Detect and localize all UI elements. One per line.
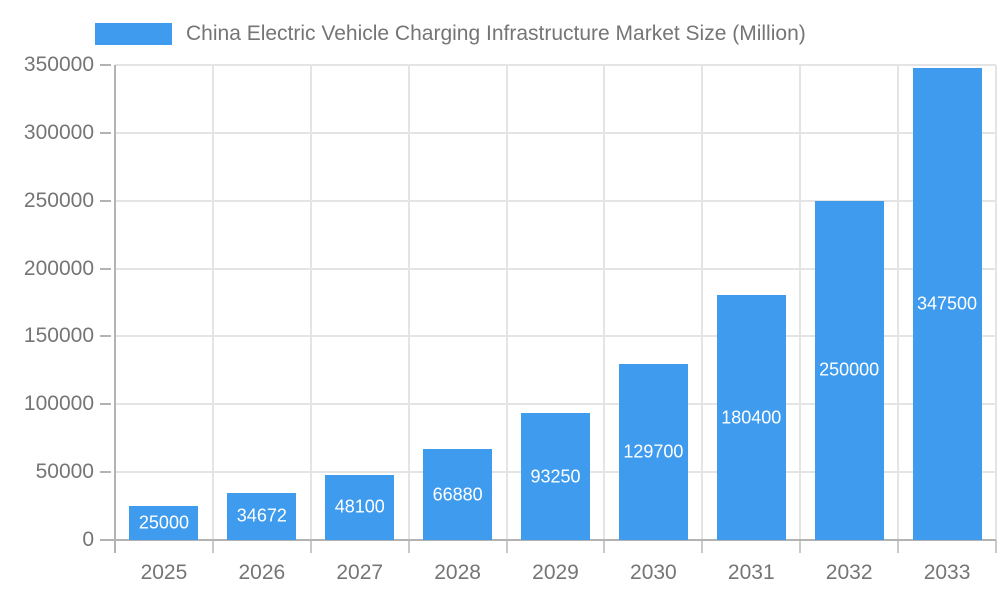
y-gridline [115, 335, 996, 338]
bar-2025 [129, 506, 199, 540]
bar-2031 [716, 295, 786, 540]
bar-value-label: 129700 [623, 441, 684, 462]
y-gridline [115, 403, 996, 406]
y-axis-tick [100, 335, 111, 338]
bar-value-label: 93250 [530, 466, 581, 487]
chart-legend: China Electric Vehicle Charging Infrastr… [95, 22, 806, 46]
y-axis-tick [100, 267, 111, 270]
bar-value-label: 66880 [432, 484, 483, 505]
x-axis-tick [897, 540, 900, 553]
x-tick-label: 2027 [336, 561, 384, 584]
x-tick-label: 2033 [923, 561, 971, 584]
x-gridline [701, 65, 704, 540]
y-axis-tick [100, 199, 111, 202]
bar-2027 [325, 474, 395, 540]
bar-2026 [227, 492, 297, 540]
x-axis-tick [505, 540, 508, 553]
x-axis-tick [995, 540, 997, 553]
bar-value-label: 48100 [334, 496, 385, 517]
x-gridline [603, 65, 606, 540]
y-tick-label: 100000 [23, 392, 94, 416]
y-tick-label: 250000 [23, 188, 94, 212]
bar-2033 [912, 68, 982, 540]
chart-title: China Electric Vehicle Charging Infrastr… [186, 22, 806, 45]
x-gridline [505, 65, 508, 540]
x-axis-tick [799, 540, 802, 553]
x-axis-line [100, 539, 996, 541]
y-tick-label: 350000 [23, 53, 94, 76]
x-tick-label: 2030 [630, 561, 677, 584]
y-gridline [115, 64, 996, 66]
x-tick-label: 2031 [727, 561, 775, 584]
legend-swatch-icon [95, 23, 172, 45]
bar-2029 [521, 413, 590, 540]
x-axis-tick [701, 540, 704, 553]
x-tick-label: 2025 [140, 561, 188, 584]
x-axis-tick [407, 540, 410, 553]
x-gridline [897, 65, 900, 540]
x-tick-label: 2032 [825, 561, 873, 584]
x-gridline [995, 65, 997, 540]
bar-value-label: 180400 [721, 407, 782, 428]
y-gridline [115, 267, 996, 270]
y-gridline [115, 131, 996, 134]
y-axis-line [114, 65, 116, 548]
y-axis-tick [100, 471, 111, 474]
bar-value-label: 250000 [819, 359, 880, 380]
x-tick-label: 2028 [434, 561, 481, 584]
y-gridline [115, 199, 996, 202]
y-axis-tick [100, 64, 111, 66]
x-tick-label: 2026 [238, 561, 286, 584]
y-tick-label: 150000 [23, 324, 94, 348]
y-tick-label: 300000 [23, 120, 94, 144]
x-tick-label: 2029 [532, 561, 579, 584]
x-gridline [211, 65, 214, 540]
x-gridline [309, 65, 312, 540]
x-axis-tick [309, 540, 312, 553]
bar-2030 [618, 363, 688, 540]
bar-value-label: 347500 [917, 293, 978, 314]
x-axis-tick [603, 540, 606, 553]
bar-value-label: 34672 [236, 505, 287, 526]
y-tick-label: 200000 [23, 256, 94, 280]
bar-2028 [423, 449, 493, 540]
x-gridline [799, 65, 802, 540]
bar-2032 [814, 200, 884, 540]
y-axis-tick [100, 131, 111, 134]
x-gridline [407, 65, 410, 540]
bar-value-label: 25000 [138, 512, 189, 533]
y-axis-tick [100, 403, 111, 406]
x-axis-tick [211, 540, 214, 553]
y-tick-label: 0 [82, 528, 94, 551]
y-tick-label: 50000 [35, 460, 94, 484]
